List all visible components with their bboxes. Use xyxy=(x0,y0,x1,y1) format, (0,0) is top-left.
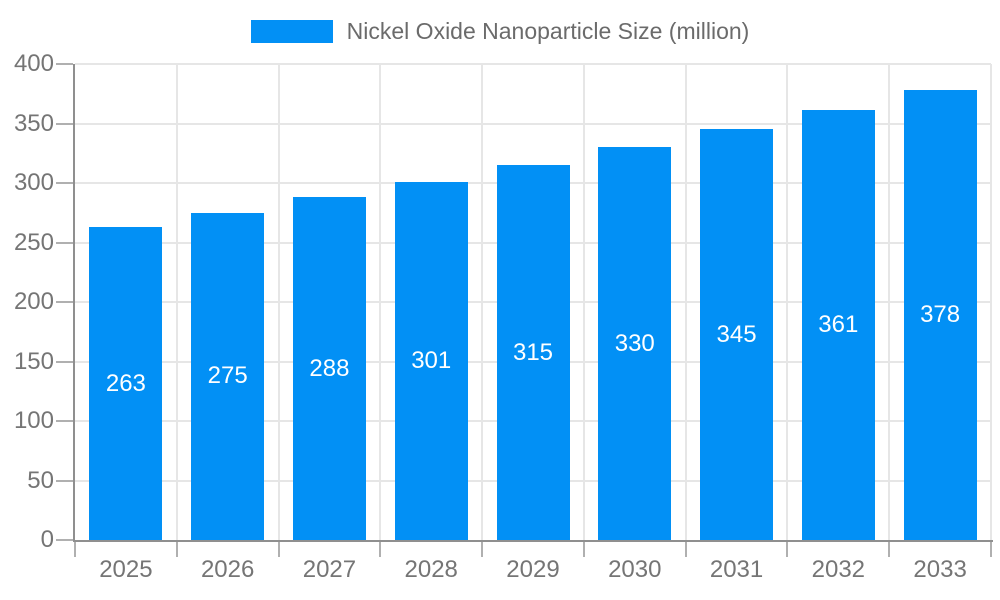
bar: 330 xyxy=(598,147,672,540)
v-gridline xyxy=(379,64,382,540)
x-axis-label: 2029 xyxy=(506,556,560,583)
bar-value-label: 275 xyxy=(207,362,248,390)
bar: 301 xyxy=(394,181,468,540)
bar: 263 xyxy=(89,227,163,540)
y-tick xyxy=(56,360,73,363)
v-gridline xyxy=(175,64,178,540)
x-tick xyxy=(684,540,687,557)
v-gridline xyxy=(990,64,992,540)
x-axis-line xyxy=(73,540,993,542)
bar-value-label: 301 xyxy=(411,346,452,374)
v-gridline xyxy=(684,64,687,540)
legend: Nickel Oxide Nanoparticle Size (million) xyxy=(0,18,1000,44)
x-axis-label: 2031 xyxy=(709,556,764,583)
y-axis-label: 150 xyxy=(13,347,54,375)
bar: 361 xyxy=(801,110,875,540)
bar: 275 xyxy=(191,212,265,540)
y-tick xyxy=(56,479,73,482)
bar-value-label: 315 xyxy=(512,338,554,366)
x-axis-label: 2032 xyxy=(811,556,866,583)
y-axis-line xyxy=(73,64,75,540)
v-gridline xyxy=(582,64,585,540)
v-gridline xyxy=(277,64,280,540)
x-axis-label: 2033 xyxy=(913,556,967,583)
x-tick xyxy=(990,540,992,557)
x-tick xyxy=(786,540,789,557)
bar: 315 xyxy=(496,165,570,540)
x-tick xyxy=(175,540,178,557)
y-axis-label: 0 xyxy=(40,526,54,553)
bar: 288 xyxy=(292,197,366,540)
h-gridline xyxy=(75,63,991,65)
x-tick xyxy=(888,540,891,557)
y-axis-label: 50 xyxy=(27,466,54,494)
x-axis-label: 2028 xyxy=(404,556,458,583)
x-axis-label: 2025 xyxy=(99,556,153,583)
plot-area: 0 50 100 150 200 250 300 350 400 2025 263 2026 275 20… xyxy=(14,50,993,583)
y-tick xyxy=(56,301,73,303)
bar-value-label: 361 xyxy=(818,311,859,339)
bar-value-label: 345 xyxy=(716,320,757,348)
y-tick xyxy=(56,241,73,244)
x-tick xyxy=(74,540,76,557)
x-axis-label: 2026 xyxy=(200,556,255,583)
x-axis-label: 2030 xyxy=(608,556,662,583)
bar-value-label: 378 xyxy=(920,301,961,329)
bar: 378 xyxy=(903,90,977,540)
bar-value-label: 263 xyxy=(105,369,146,397)
v-gridline xyxy=(786,64,789,540)
y-axis-label: 300 xyxy=(13,169,54,196)
x-tick xyxy=(277,540,280,557)
v-gridline xyxy=(888,64,891,540)
x-tick xyxy=(582,540,585,557)
y-axis-label: 400 xyxy=(13,50,54,77)
y-axis-label: 350 xyxy=(13,109,54,137)
bar-value-label: 330 xyxy=(614,329,655,357)
y-axis-label: 100 xyxy=(13,407,54,434)
bar: 345 xyxy=(700,129,774,540)
y-tick xyxy=(56,182,73,184)
bar-value-label: 288 xyxy=(309,354,350,382)
y-axis-label: 200 xyxy=(13,288,54,315)
y-tick xyxy=(56,539,73,541)
legend-label: Nickel Oxide Nanoparticle Size (million) xyxy=(346,18,750,44)
x-tick xyxy=(481,540,484,557)
x-axis-label: 2027 xyxy=(302,556,357,583)
y-tick xyxy=(56,122,73,125)
h-gridline xyxy=(75,122,991,125)
y-axis-label: 250 xyxy=(13,228,54,256)
v-gridline xyxy=(481,64,484,540)
y-tick xyxy=(56,420,73,422)
legend-swatch xyxy=(250,20,333,43)
y-tick xyxy=(56,63,73,65)
x-tick xyxy=(379,540,382,557)
